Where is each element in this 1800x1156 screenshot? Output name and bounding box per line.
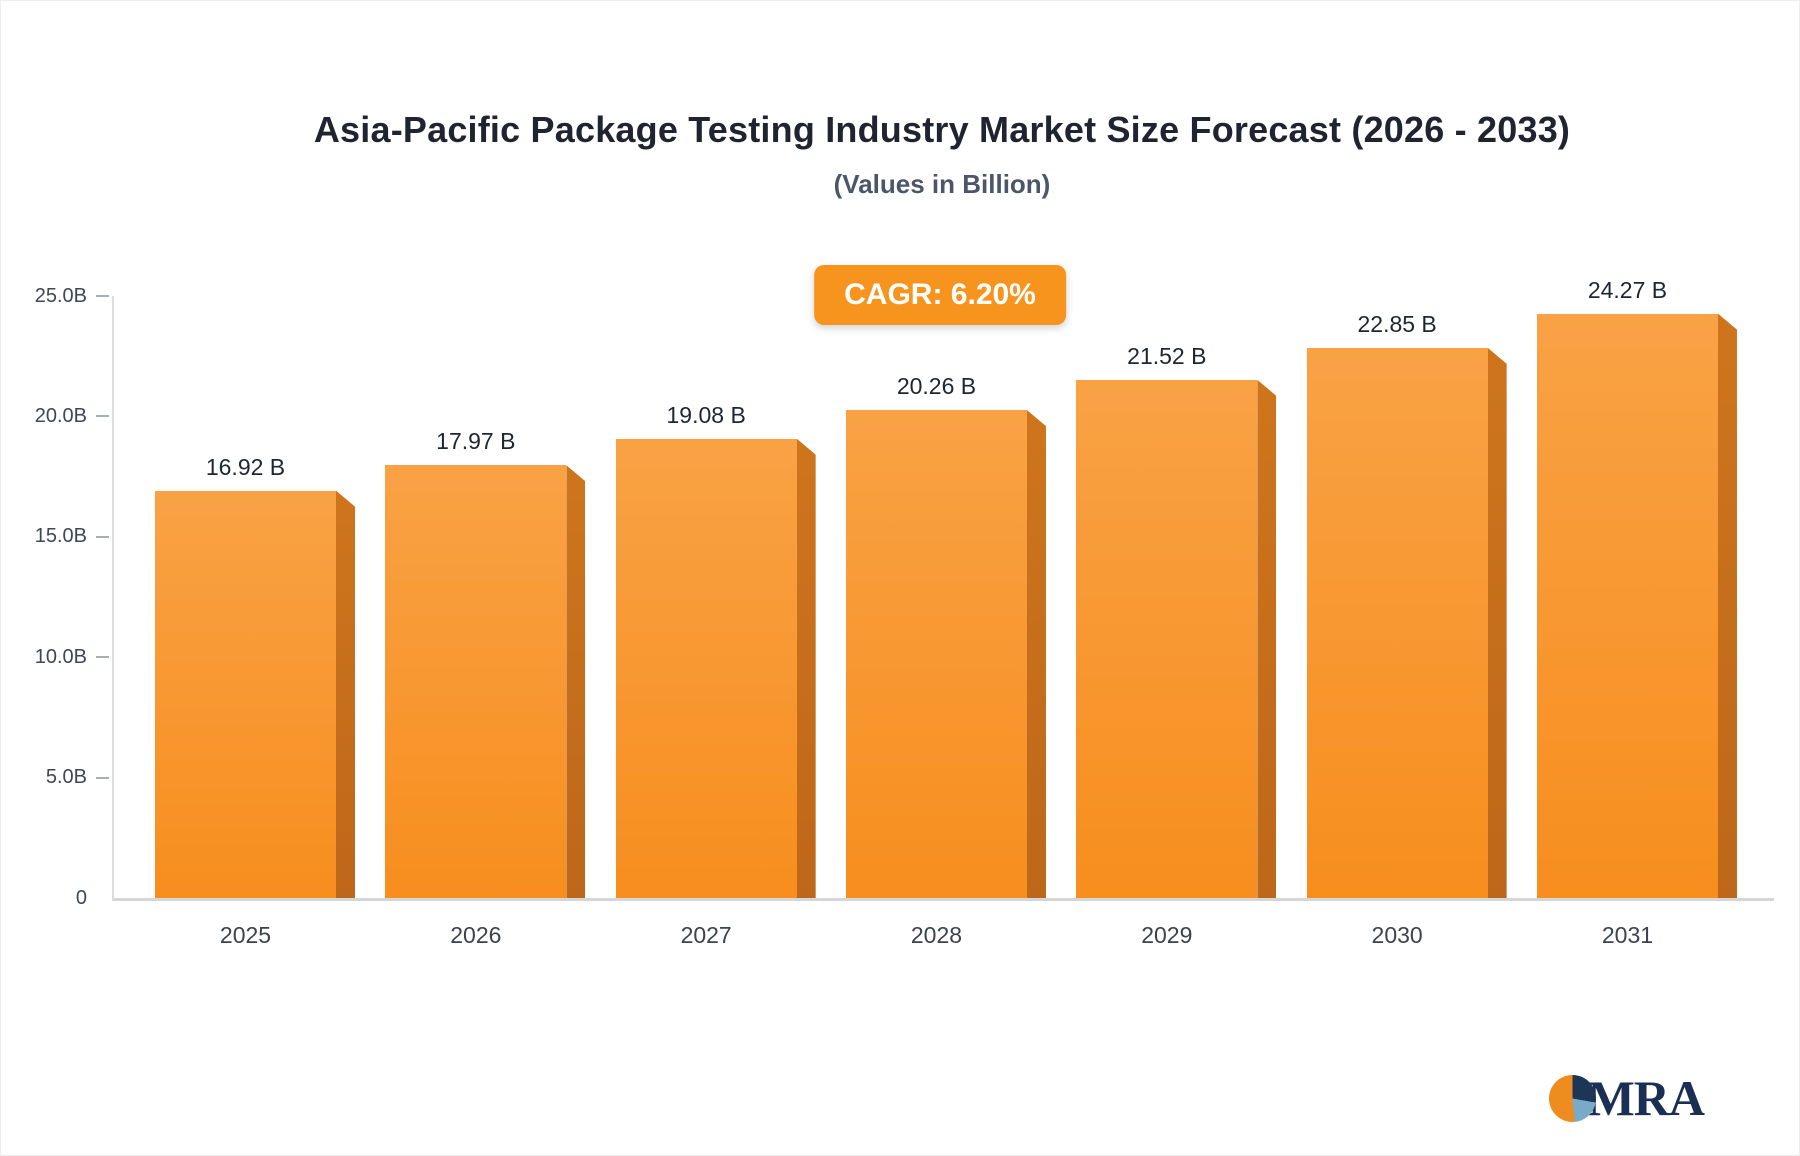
- y-axis-tick: 25.0B: [35, 284, 114, 308]
- bar-side-shadow: [336, 490, 355, 898]
- x-axis-category-label: 2031: [1601, 922, 1654, 948]
- y-axis-tick-mark: [96, 535, 109, 538]
- bars-container: 16.92 B 2025 17.97 B 2026 19.08 B 2027 20.26 B…: [114, 277, 1774, 948]
- bar: 20.26 B 2028: [845, 373, 1046, 948]
- y-axis: 25.0B 20.0B 15.0B 10.0B 5.0B 0: [3, 285, 114, 909]
- y-axis-tick: 10.0B: [35, 645, 114, 669]
- x-axis-category-label: 2029: [1141, 922, 1193, 948]
- bar-side-shadow: [566, 465, 586, 898]
- x-axis-category-label: 2030: [1371, 922, 1423, 948]
- bar-face: [155, 490, 336, 898]
- y-axis-tick: 15.0B: [35, 525, 114, 549]
- bar-value-label: 22.85 B: [1357, 310, 1437, 337]
- bar-side-shadow: [796, 438, 816, 898]
- bar: 17.97 B 2026: [385, 428, 586, 948]
- chart-header: Asia-Pacific Package Testing Industry Ma…: [1, 109, 1799, 200]
- bar-value-label: 20.26 B: [896, 373, 977, 400]
- y-axis-tick-label: 10.0B: [34, 645, 87, 668]
- y-axis-tick-label: 25.0B: [34, 284, 87, 307]
- bar-value-label: 21.52 B: [1127, 342, 1207, 369]
- cagr-badge: CAGR: 6.20%: [814, 265, 1066, 325]
- mra-logo-pie-icon: [1548, 1074, 1596, 1122]
- y-axis-tick-label: 15.0B: [34, 525, 87, 548]
- y-axis-tick-mark: [96, 295, 109, 297]
- chart-title: Asia-Pacific Package Testing Industry Ma…: [313, 109, 1571, 150]
- chart-subtitle: (Values in Billion): [833, 169, 1051, 199]
- bar-face: [1306, 347, 1488, 898]
- bar-face: [1536, 313, 1718, 898]
- x-axis-category-label: 2026: [450, 922, 502, 948]
- bar-value-label: 24.27 B: [1587, 276, 1668, 303]
- bar-face: [615, 438, 797, 898]
- mra-logo: MRA: [1548, 1070, 1705, 1126]
- bar-side-shadow: [1717, 313, 1737, 898]
- bar-face: [1076, 379, 1258, 898]
- plot-area: 25.0B 20.0B 15.0B 10.0B 5.0B 0 16.92 B 2025 17.…: [35, 277, 1774, 948]
- y-axis-tick-mark: [96, 776, 109, 779]
- bar: 21.52 B 2029: [1076, 343, 1277, 948]
- bar: 22.85 B 2030: [1306, 311, 1507, 948]
- cagr-badge-label: CAGR: 6.20%: [844, 278, 1036, 311]
- bar-side-shadow: [1026, 410, 1046, 898]
- y-axis-tick-mark: [96, 656, 109, 659]
- y-axis-tick-label: 0: [75, 886, 87, 909]
- y-axis-tick-label: 5.0B: [45, 766, 87, 789]
- y-axis-tick: 5.0B: [46, 766, 114, 790]
- bar: 19.08 B 2027: [615, 402, 816, 948]
- y-axis-tick: 0: [76, 886, 114, 910]
- bar: 24.27 B 2031: [1536, 277, 1737, 948]
- x-axis-category-label: 2025: [219, 922, 272, 948]
- y-axis-tick-label: 20.0B: [34, 404, 87, 427]
- bar-face: [845, 410, 1027, 898]
- x-axis-category-label: 2028: [910, 922, 963, 948]
- bar: 16.92 B 2025: [155, 454, 355, 948]
- y-axis-tick: 20.0B: [35, 404, 114, 428]
- y-axis-tick-mark: [96, 415, 109, 418]
- bar-value-label: 19.08 B: [666, 401, 746, 428]
- bar-value-label: 16.92 B: [205, 453, 286, 480]
- bar-side-shadow: [1487, 347, 1507, 898]
- bar-value-label: 17.97 B: [436, 428, 516, 455]
- mra-logo-text: MRA: [1587, 1070, 1705, 1126]
- bar-side-shadow: [1257, 379, 1277, 898]
- x-axis-category-label: 2027: [680, 922, 732, 948]
- bar-face: [385, 465, 567, 898]
